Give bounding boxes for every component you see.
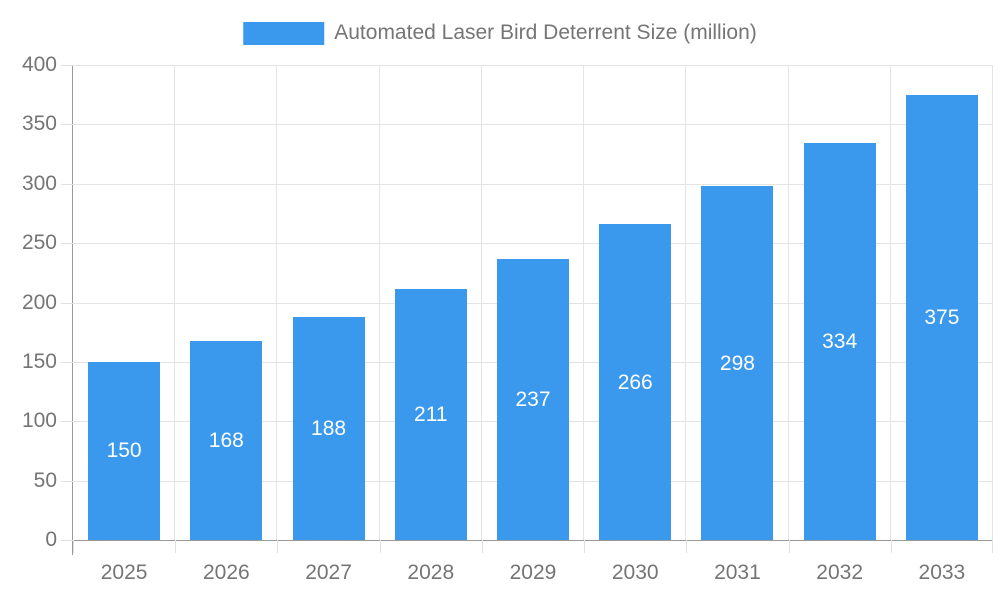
bar-2026[interactable]: 168 xyxy=(190,340,263,540)
y-axis-tick xyxy=(61,480,73,482)
v-gridline xyxy=(685,65,687,540)
x-axis-tick xyxy=(686,540,688,553)
v-gridline xyxy=(480,65,482,540)
bar-2027[interactable]: 188 xyxy=(292,316,365,540)
v-gridline xyxy=(583,65,585,540)
bar-2030[interactable]: 266 xyxy=(599,224,672,540)
x-axis-tick xyxy=(277,540,279,553)
y-axis-tick xyxy=(61,361,73,363)
y-tick-label: 200 xyxy=(21,290,57,314)
y-axis-tick xyxy=(61,421,73,423)
x-tick-label: 2031 xyxy=(714,561,761,584)
y-axis-tick xyxy=(61,65,73,66)
x-tick-label: 2030 xyxy=(611,561,659,584)
y-tick-label: 100 xyxy=(21,409,57,433)
y-tick-label: 400 xyxy=(21,53,57,76)
bar-value-label: 237 xyxy=(515,387,551,411)
h-gridline xyxy=(73,183,993,185)
x-axis-tick xyxy=(890,540,892,553)
bar-2032[interactable]: 334 xyxy=(803,143,876,540)
v-gridline xyxy=(889,65,891,540)
x-axis-tick xyxy=(175,540,177,553)
bar-2028[interactable]: 211 xyxy=(394,289,467,540)
y-axis-tick xyxy=(61,540,73,541)
plot-area: 150 168 188 211 237 266 298 334 375 xyxy=(73,65,993,540)
x-tick-label: 2033 xyxy=(918,561,966,584)
y-tick-label: 50 xyxy=(33,468,57,492)
y-tick-label: 350 xyxy=(21,112,57,136)
x-tick-label: 2028 xyxy=(407,561,455,584)
bar-value-label: 266 xyxy=(617,370,653,394)
x-tick-label: 2029 xyxy=(509,561,557,584)
x-tick-label: 2026 xyxy=(202,561,250,584)
y-tick-label: 0 xyxy=(45,528,57,551)
x-axis-tick xyxy=(584,540,586,553)
v-gridline xyxy=(992,65,993,540)
legend-label: Automated Laser Bird Deterrent Size (mil… xyxy=(334,21,757,44)
h-gridline xyxy=(73,65,993,66)
x-tick-label: 2025 xyxy=(100,561,148,584)
h-gridline xyxy=(73,243,993,245)
y-tick-label: 300 xyxy=(21,171,57,195)
v-gridline xyxy=(174,65,176,540)
x-axis-tick xyxy=(481,540,483,553)
v-gridline xyxy=(276,65,278,540)
bar-value-label: 188 xyxy=(311,416,347,440)
bar-2031[interactable]: 298 xyxy=(701,186,774,540)
x-axis-line xyxy=(73,540,993,541)
y-tick-label: 250 xyxy=(21,231,57,255)
y-axis-tick xyxy=(61,302,73,304)
bar-2029[interactable]: 237 xyxy=(497,258,569,540)
h-gridline xyxy=(73,124,993,126)
x-axis-tick xyxy=(73,540,74,553)
v-gridline xyxy=(378,65,380,540)
bar-value-label: 375 xyxy=(924,305,960,329)
y-tick-label: 150 xyxy=(21,349,57,373)
y-axis-line xyxy=(72,65,73,555)
x-tick-label: 2032 xyxy=(816,561,864,584)
y-axis-tick xyxy=(61,243,73,245)
bar-value-label: 298 xyxy=(719,351,755,375)
x-axis-tick xyxy=(992,540,993,553)
x-axis-tick xyxy=(788,540,790,553)
bar-2033[interactable]: 375 xyxy=(905,94,978,540)
y-axis-tick xyxy=(61,124,73,126)
x-axis-tick xyxy=(379,540,381,553)
legend-item[interactable]: Automated Laser Bird Deterrent Size (mil… xyxy=(243,21,757,45)
v-gridline xyxy=(787,65,789,540)
x-tick-label: 2027 xyxy=(305,561,352,584)
bar-2025[interactable]: 150 xyxy=(88,361,161,540)
bar-value-label: 168 xyxy=(208,428,244,452)
legend-swatch xyxy=(243,21,325,45)
y-axis-tick xyxy=(61,183,73,185)
bar-value-label: 211 xyxy=(414,403,448,427)
bar-value-label: 334 xyxy=(822,330,858,354)
bar-value-label: 150 xyxy=(106,439,142,463)
